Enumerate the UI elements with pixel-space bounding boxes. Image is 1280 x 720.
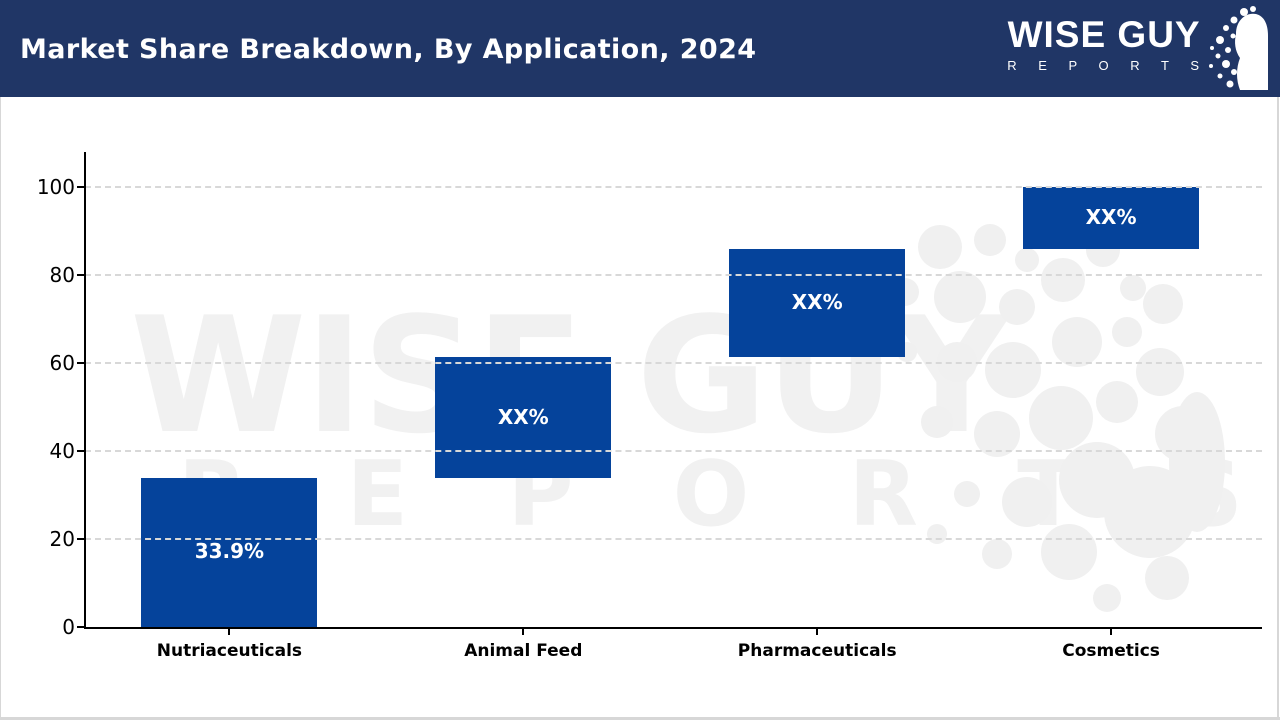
x-tick-mark-2 xyxy=(816,628,819,635)
bottom-border-line xyxy=(0,717,1280,720)
x-tick-label-nutriaceuticals: Nutriaceuticals xyxy=(156,641,303,661)
logo-text: WISE GUY R E P O R T S xyxy=(1000,14,1208,73)
y-tick-mark-0 xyxy=(77,626,85,628)
y-tick-label-0: 0 xyxy=(62,615,75,639)
logo-subtitle: R E P O R T S xyxy=(1007,57,1208,73)
bar-value-label: XX% xyxy=(791,290,843,315)
bar-cosmetics xyxy=(1023,187,1200,250)
x-tick-label-animal-feed: Animal Feed xyxy=(464,641,583,661)
gridline-80 xyxy=(85,274,1262,276)
y-tick-mark-40 xyxy=(77,450,85,452)
chart-title: Market Share Breakdown, By Application, … xyxy=(20,34,757,65)
y-axis-spine xyxy=(84,152,86,629)
x-tick-mark-3 xyxy=(1110,628,1113,635)
bar-pharmaceuticals xyxy=(729,249,906,358)
y-tick-label-40: 40 xyxy=(49,439,75,463)
right-border-line xyxy=(1277,97,1279,720)
gridline-100 xyxy=(85,186,1262,188)
y-tick-mark-20 xyxy=(77,538,85,540)
y-tick-mark-100 xyxy=(77,186,85,188)
y-tick-label-80: 80 xyxy=(49,263,75,287)
y-tick-label-60: 60 xyxy=(49,351,75,375)
y-tick-mark-60 xyxy=(77,362,85,364)
bar-value-label: XX% xyxy=(497,404,549,429)
logo-wordmark: WISE GUY xyxy=(1007,14,1201,55)
y-tick-label-100: 100 xyxy=(36,175,75,199)
x-tick-label-pharmaceuticals: Pharmaceuticals xyxy=(737,641,897,661)
x-axis-spine xyxy=(84,627,1262,629)
chart-area: WISE GUY R E P O R T S 0 20 40 60 80 100 33.9%… xyxy=(0,97,1280,720)
left-border-line xyxy=(0,97,1,720)
x-tick-mark-0 xyxy=(228,628,231,635)
bar-animal-feed xyxy=(435,357,612,478)
y-tick-mark-80 xyxy=(77,274,85,276)
header-band: Market Share Breakdown, By Application, … xyxy=(0,0,1280,97)
x-tick-mark-1 xyxy=(522,628,525,635)
head-profile-dots-icon xyxy=(1206,6,1268,94)
bar-value-label: 33.9% xyxy=(194,539,265,564)
gridline-60 xyxy=(85,362,1262,364)
gridline-20 xyxy=(85,538,1262,540)
gridline-40 xyxy=(85,450,1262,452)
y-tick-label-20: 20 xyxy=(49,527,75,551)
wise-guy-reports-logo: WISE GUY R E P O R T S xyxy=(1007,0,1268,97)
bar-nutriaceuticals xyxy=(141,477,318,627)
x-tick-label-cosmetics: Cosmetics xyxy=(1062,641,1160,661)
bar-value-label: XX% xyxy=(1085,205,1137,230)
